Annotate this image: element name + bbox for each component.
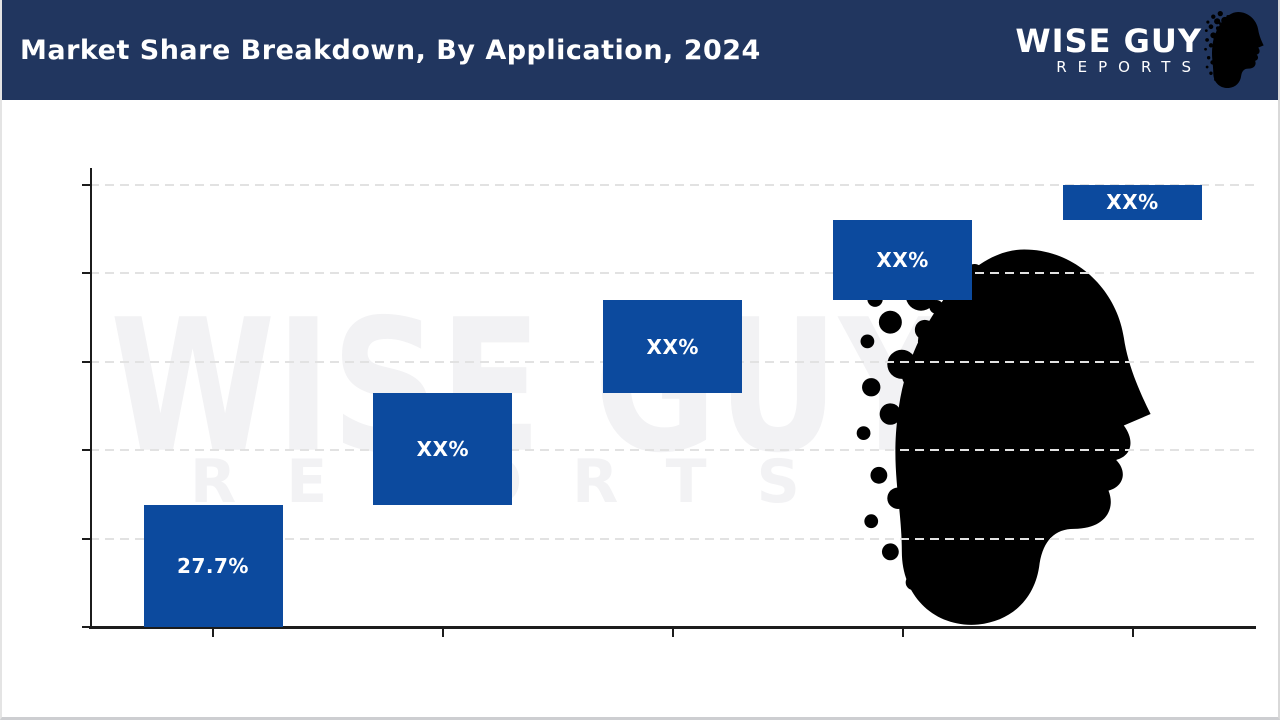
gridline-80 bbox=[90, 272, 1256, 275]
bar-value-label: XX% bbox=[416, 436, 470, 461]
bar-industrial-equipment: XX% bbox=[833, 219, 973, 301]
x-tick-3 bbox=[901, 629, 904, 637]
bar-value-label: 27.7% bbox=[177, 553, 249, 578]
gridline-40 bbox=[90, 449, 1256, 452]
y-tick-60 bbox=[82, 360, 90, 363]
x-axis-line bbox=[89, 626, 1256, 629]
x-tick-1 bbox=[441, 629, 444, 637]
y-tick-0 bbox=[82, 626, 90, 628]
bar-automotive: XX% bbox=[603, 300, 743, 393]
y-axis-line bbox=[90, 168, 92, 629]
y-tick-40 bbox=[82, 449, 90, 452]
wise-guy-logo: WISE GUY REPORTS bbox=[1015, 9, 1266, 91]
bar-value-label: XX% bbox=[1106, 190, 1159, 215]
x-tick-2 bbox=[671, 629, 674, 637]
chart-title: Market Share Breakdown, By Application, … bbox=[20, 34, 761, 66]
x-tick-0 bbox=[212, 629, 214, 637]
y-tick-80 bbox=[82, 272, 90, 275]
bar-value-label: XX% bbox=[876, 248, 929, 273]
y-tick-20 bbox=[82, 537, 90, 540]
bar-value-label: XX% bbox=[646, 334, 699, 359]
bar-telecommunications: 27.7% bbox=[143, 504, 283, 627]
y-tick-100 bbox=[82, 184, 90, 186]
x-tick-4 bbox=[1131, 629, 1134, 637]
header-banner: Market Share Breakdown, By Application, … bbox=[2, 0, 1278, 100]
watermark-brand-text: WISE GUY bbox=[110, 281, 948, 494]
logo-text: WISE GUY REPORTS bbox=[1015, 25, 1202, 75]
bar-consumer-electronics: XX% bbox=[373, 392, 513, 505]
gridline-20 bbox=[90, 537, 1256, 540]
logo-face-icon bbox=[1204, 10, 1264, 89]
logo-brand-subname: REPORTS bbox=[1056, 58, 1202, 76]
logo-brand-name: WISE GUY bbox=[1015, 22, 1202, 60]
gridline-100 bbox=[90, 184, 1256, 186]
bar-medical-devices: XX% bbox=[1063, 185, 1202, 220]
